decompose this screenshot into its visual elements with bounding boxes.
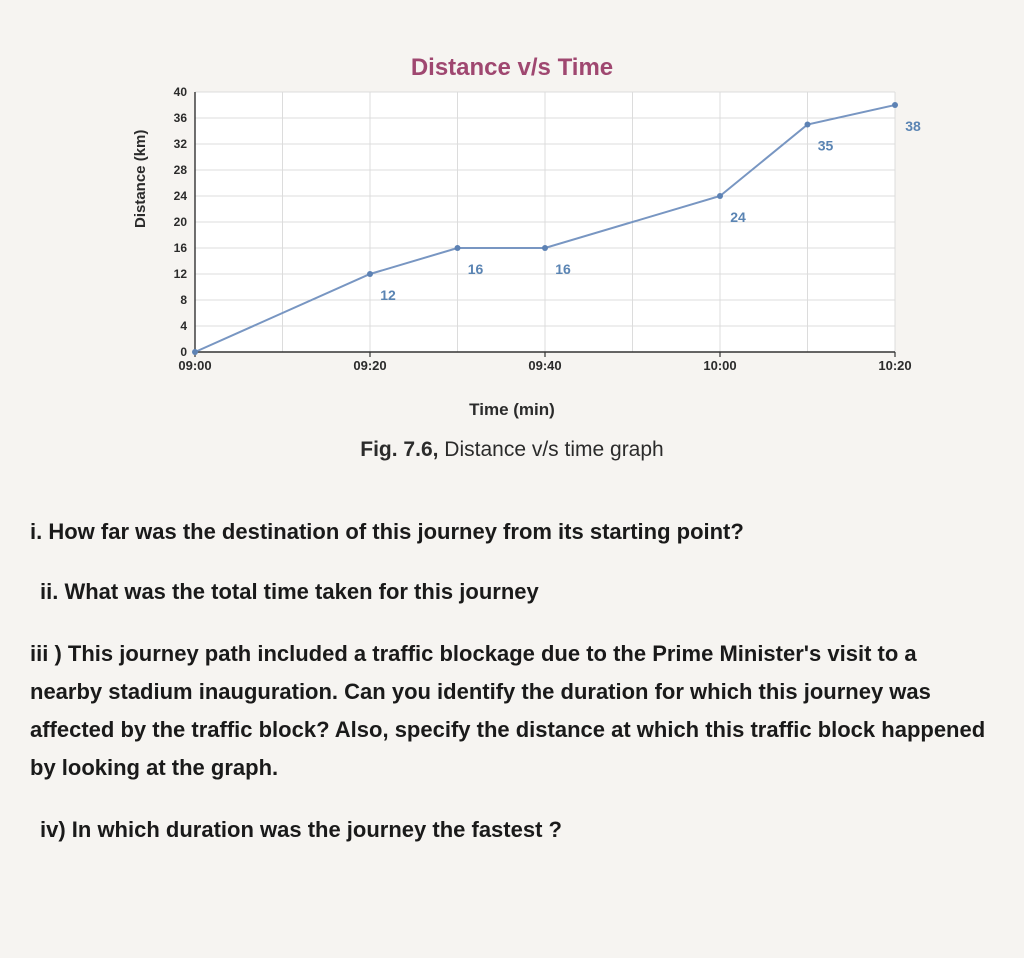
svg-text:24: 24 [174,189,188,203]
chart-title: Distance v/s Time [0,54,1024,82]
svg-text:40: 40 [174,85,188,99]
svg-text:09:20: 09:20 [353,358,386,373]
question-2: ii. What was the total time taken for th… [40,575,994,609]
question-3: iii ) This journey path included a traff… [30,635,994,786]
svg-text:8: 8 [180,293,187,307]
question-1: i. How far was the destination of this j… [30,515,994,549]
svg-text:35: 35 [818,138,834,154]
page: Distance v/s Time Distance (km) 0 4 8 12 16 2… [0,0,1024,958]
svg-text:0: 0 [180,345,187,359]
line-chart-svg: 048121620242832364009:0009:2009:4010:001… [195,92,895,362]
svg-text:38: 38 [905,118,921,134]
svg-text:12: 12 [380,287,396,303]
caption-body: Distance v/s time graph [444,438,663,461]
svg-text:28: 28 [174,163,188,177]
caption-prefix: Fig. 7.6, [360,438,438,461]
questions-block: i. How far was the destination of this j… [30,515,994,873]
svg-text:4: 4 [180,319,187,333]
svg-text:20: 20 [174,215,188,229]
svg-text:09:00: 09:00 [178,358,211,373]
svg-text:32: 32 [174,137,188,151]
question-4: iv) In which duration was the journey th… [40,813,994,847]
svg-text:24: 24 [730,209,746,225]
chart-area: 048121620242832364009:0009:2009:4010:001… [195,92,895,362]
svg-text:09:40: 09:40 [528,358,561,373]
svg-text:16: 16 [468,261,484,277]
figure-caption: Fig. 7.6, Distance v/s time graph [0,438,1024,462]
svg-text:12: 12 [174,267,188,281]
svg-text:10:20: 10:20 [878,358,911,373]
svg-text:16: 16 [555,261,571,277]
x-axis-label: Time (min) [0,400,1024,420]
y-axis-label: Distance (km) [132,130,149,228]
svg-text:16: 16 [174,241,188,255]
svg-text:10:00: 10:00 [703,358,736,373]
svg-text:36: 36 [174,111,188,125]
